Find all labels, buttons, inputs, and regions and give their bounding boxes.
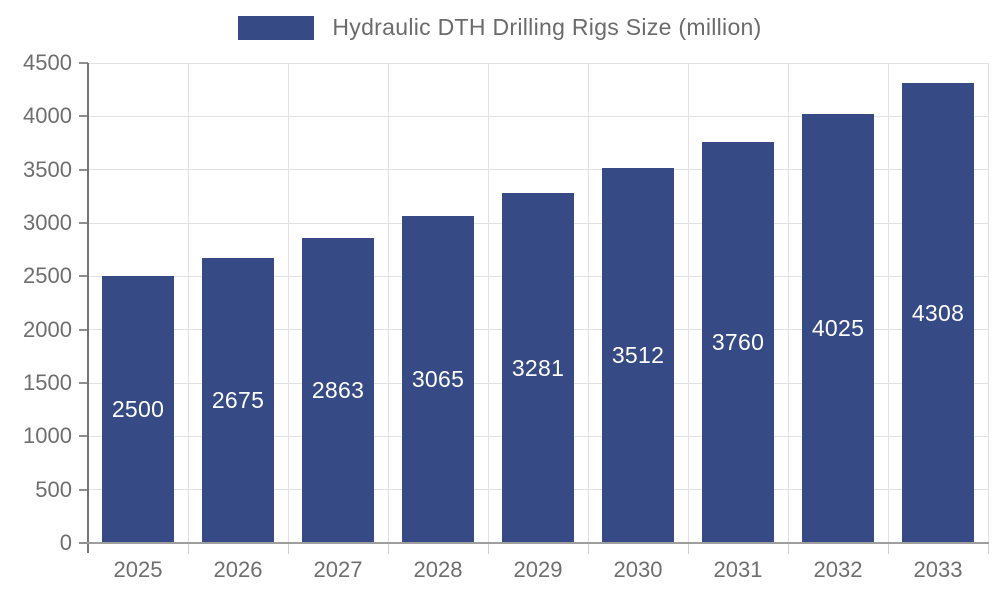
x-tick-label: 2027 [313,557,363,582]
legend-label: Hydraulic DTH Drilling Rigs Size (millio… [332,14,762,40]
v-gridline [787,63,789,543]
y-tick-label: 2000 [23,316,72,342]
v-gridline [987,63,989,543]
y-tick-label: 3000 [23,210,72,235]
y-axis-tick [79,62,88,64]
bar-2033: 4308 [902,83,974,543]
y-tick-label: 4000 [23,103,72,129]
bar-value-label: 4308 [911,299,965,326]
y-axis-tick [79,275,88,278]
y-axis-line [87,63,89,553]
y-axis-tick [79,222,88,224]
x-axis-tick [187,544,189,554]
y-axis-tick [79,328,88,331]
bar-2029: 3281 [502,193,574,543]
h-gridline [88,169,988,171]
bar-2028: 3065 [402,216,474,543]
x-axis-tick [987,544,989,554]
y-axis-tick [79,542,88,544]
legend: Hydraulic DTH Drilling Rigs Size (millio… [0,14,1000,41]
v-gridline [587,63,589,543]
y-axis-tick [79,115,88,118]
plot-area: 0 500 1000 1500 2000 2500 3000 3500 4000 4500 2500… [23,52,989,581]
bar-2031: 3760 [702,141,774,543]
h-gridline [88,62,988,64]
x-tick-label: 2029 [513,557,563,582]
bar-2026: 2675 [202,257,274,543]
bar-value-label: 2863 [311,376,365,403]
x-tick-label: 2026 [213,557,263,582]
bar-2025: 2500 [102,276,174,543]
y-tick-label: 0 [59,530,72,555]
y-axis-tick [79,488,88,491]
bar-2030: 3512 [602,168,674,543]
v-gridline [687,63,689,543]
x-axis-line [87,542,989,544]
v-gridline [487,63,489,543]
v-gridline [187,63,189,543]
bar-2027: 2863 [302,237,374,543]
y-tick-label: 1500 [23,370,72,395]
x-tick-label: 2028 [413,557,463,582]
y-axis-tick [79,168,88,171]
y-tick-label: 1000 [23,423,72,449]
v-gridline [887,63,889,543]
v-gridline [387,63,389,543]
x-axis-tick [387,544,389,554]
x-axis-tick [487,544,489,554]
y-tick-label: 2500 [23,263,72,289]
x-tick-label: 2032 [813,557,863,582]
legend-swatch [238,15,315,40]
y-tick-label: 500 [35,476,72,502]
bar-value-label: 3760 [711,328,765,355]
y-axis-tick [79,382,88,384]
bar-value-label: 2675 [211,386,265,413]
x-tick-label: 2033 [913,557,963,582]
x-axis-tick [787,544,789,554]
bar-value-label: 4025 [811,314,865,341]
bar-value-label: 3065 [411,366,465,393]
v-gridline [287,63,289,543]
y-axis-tick [79,435,88,438]
y-tick-label: 4500 [23,50,72,75]
x-tick-label: 2025 [113,557,163,582]
x-tick-label: 2031 [713,557,763,582]
bar-value-label: 3512 [611,342,665,369]
x-axis-tick [887,544,889,554]
bar-2032: 4025 [802,113,874,543]
bar-value-label: 3281 [511,354,565,381]
bar-value-label: 2500 [111,396,165,423]
x-axis-tick [287,544,289,554]
x-axis-tick [687,544,689,554]
x-axis-tick [587,544,589,554]
y-tick-label: 3500 [23,156,72,182]
h-gridline [88,115,988,117]
x-tick-label: 2030 [613,557,663,582]
